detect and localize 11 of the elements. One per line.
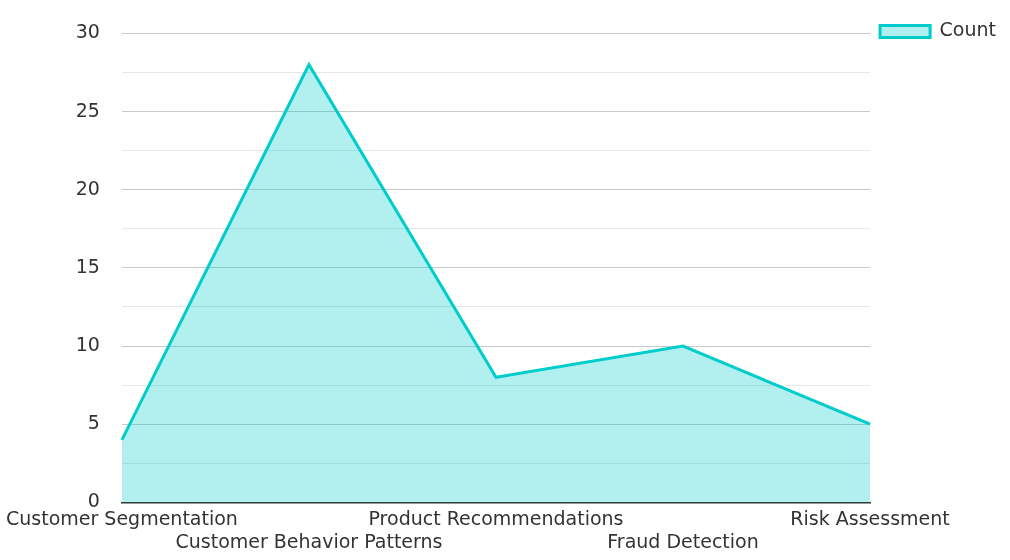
y-tick-label: 20 (75, 176, 100, 199)
y-tick-label: 10 (75, 333, 100, 355)
x-tick-label: Customer Behavior Patterns (175, 529, 443, 552)
x-tick-label: Product Recommendations (368, 506, 624, 529)
x-tick-label: Fraud Detection (607, 529, 759, 552)
x-tick-label: Risk Assessment (790, 506, 950, 529)
y-tick-label: 30 (75, 20, 100, 43)
legend-label: Count (939, 18, 997, 41)
y-tick-label: 25 (75, 98, 100, 121)
y-tick-label: 5 (87, 411, 100, 434)
y-tick-label: 15 (75, 254, 100, 277)
